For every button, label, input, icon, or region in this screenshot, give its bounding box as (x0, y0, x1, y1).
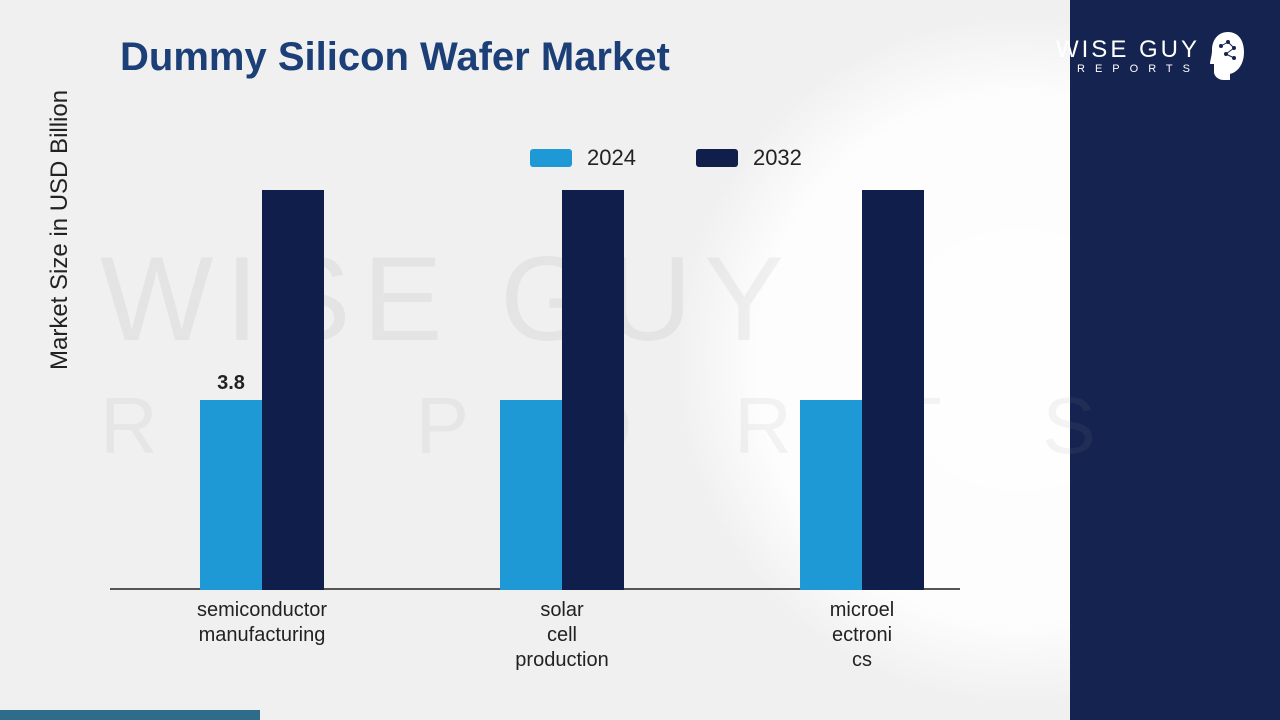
legend-item-2024: 2024 (530, 145, 636, 171)
brand-logo-text: WISE GUY REPORTS (1056, 38, 1200, 75)
brand-logo-line1: WISE GUY (1056, 38, 1200, 62)
chart-plot-area: 3.8semiconductormanufacturing solarcellpr… (110, 190, 960, 590)
chart-title: Dummy Silicon Wafer Market (120, 35, 670, 80)
brand-head-icon (1206, 30, 1250, 82)
legend-label-2024: 2024 (587, 145, 636, 171)
page-root: WISE GUY REPORTS WISE GUY R E P O R T S … (0, 0, 1280, 720)
bar-group-solar: solarcellproduction (500, 190, 624, 590)
bar-group-semiconductor: 3.8semiconductormanufacturing (200, 190, 324, 590)
brand-logo: WISE GUY REPORTS (1056, 30, 1250, 82)
bottom-accent-bar (0, 710, 260, 720)
bar-2032-microelectronics (862, 190, 924, 590)
legend: 2024 2032 (530, 145, 802, 171)
category-label-solar: solarcellproduction (502, 598, 622, 673)
bar-2024-semiconductor: 3.8 (200, 400, 262, 590)
bar-2024-solar (500, 400, 562, 590)
bar-group-microelectronics: microelectronics (800, 190, 924, 590)
category-label-semiconductor: semiconductormanufacturing (172, 598, 352, 648)
legend-label-2032: 2032 (753, 145, 802, 171)
legend-swatch-2032 (696, 149, 738, 167)
right-panel (1070, 0, 1280, 720)
bar-2032-semiconductor (262, 190, 324, 590)
brand-logo-line2: REPORTS (1056, 64, 1200, 75)
bar-2032-solar (562, 190, 624, 590)
legend-swatch-2024 (530, 149, 572, 167)
category-label-microelectronics: microelectronics (817, 598, 907, 673)
bar-2024-microelectronics (800, 400, 862, 590)
legend-item-2032: 2032 (696, 145, 802, 171)
y-axis-label: Market Size in USD Billion (46, 90, 74, 370)
bar-value-2024-semiconductor: 3.8 (217, 372, 245, 395)
